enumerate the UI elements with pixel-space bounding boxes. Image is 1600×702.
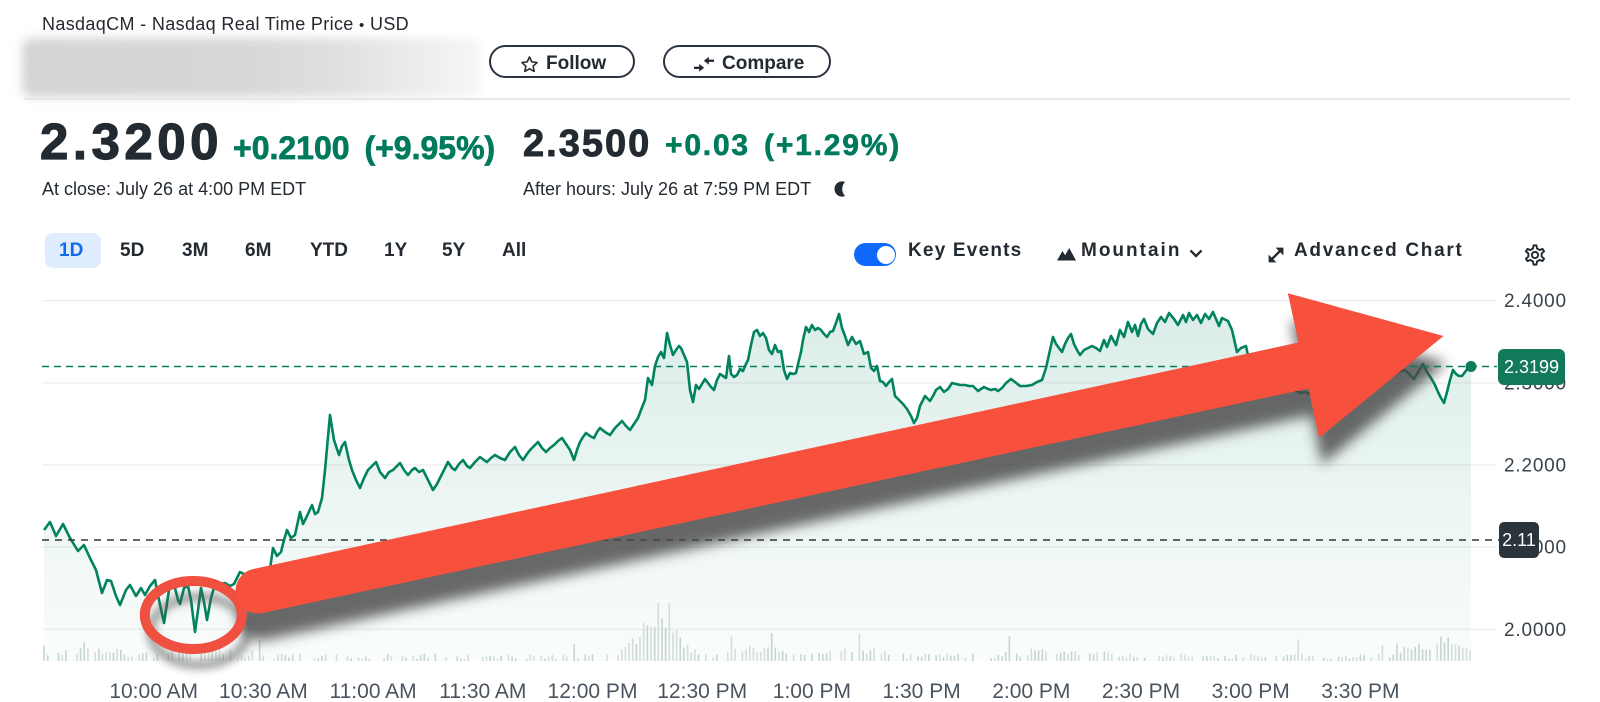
svg-text:2.2000: 2.2000 [1504,456,1567,477]
svg-text:3:00 PM: 3:00 PM [1212,680,1290,702]
svg-text:10:00 AM: 10:00 AM [109,680,198,702]
svg-text:1:00 PM: 1:00 PM [773,680,851,702]
svg-text:11:00 AM: 11:00 AM [330,680,417,702]
svg-text:2.0000: 2.0000 [1504,620,1567,641]
svg-text:3:30 PM: 3:30 PM [1321,680,1399,702]
svg-text:1:30 PM: 1:30 PM [882,680,960,702]
svg-text:2.11: 2.11 [1502,530,1536,550]
svg-text:2:30 PM: 2:30 PM [1102,680,1180,702]
svg-text:2:00 PM: 2:00 PM [992,680,1070,702]
svg-text:2.4000: 2.4000 [1504,291,1567,312]
svg-text:2.3199: 2.3199 [1504,357,1559,377]
svg-text:12:00 PM: 12:00 PM [548,680,638,702]
svg-text:10:30 AM: 10:30 AM [219,680,308,702]
svg-text:11:30 AM: 11:30 AM [439,680,526,702]
svg-text:12:30 PM: 12:30 PM [657,680,747,702]
